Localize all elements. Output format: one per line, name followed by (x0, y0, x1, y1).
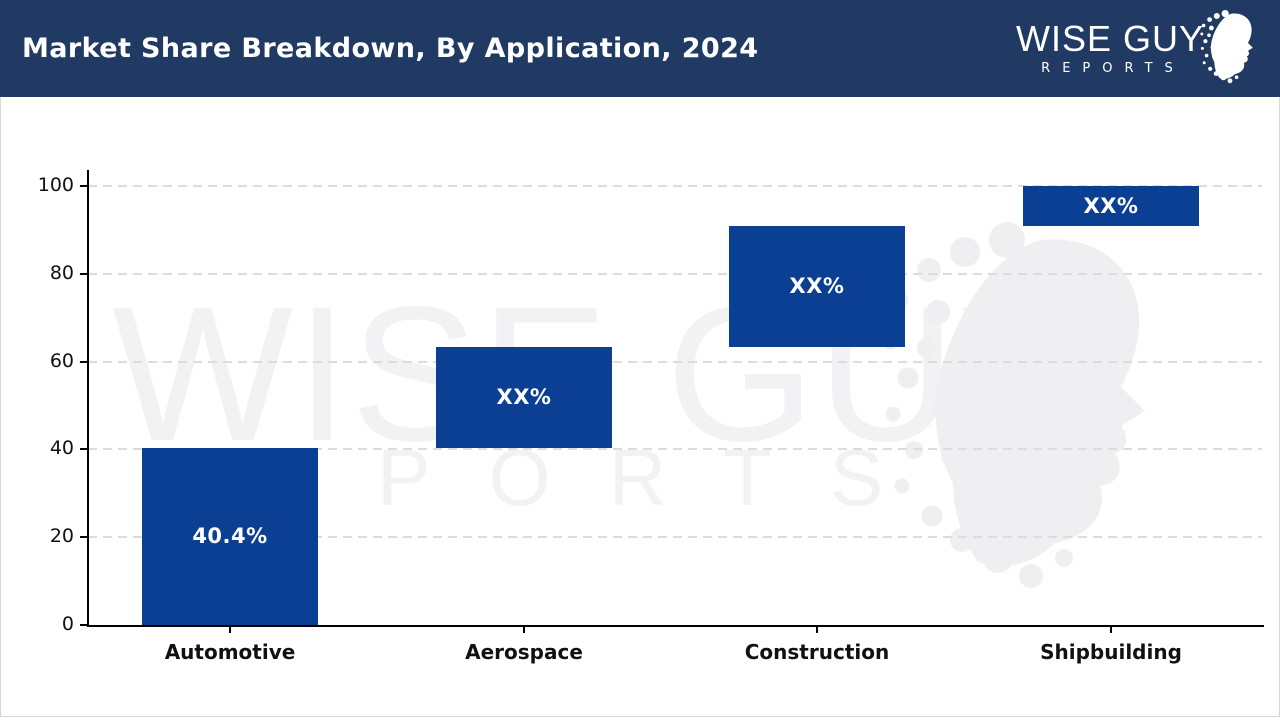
brand-subtitle: REPORTS (1041, 61, 1185, 76)
dotted-head-logo-icon (1196, 10, 1258, 88)
y-tick-label: 100 (37, 174, 74, 196)
x-category-label: Aerospace (465, 640, 583, 664)
x-category-label: Shipbuilding (1040, 640, 1182, 664)
header-bar: Market Share Breakdown, By Application, … (0, 0, 1280, 97)
y-axis-line (87, 170, 89, 627)
bar-value-label: 40.4% (192, 524, 268, 549)
y-tick-mark (80, 185, 87, 187)
y-tick-label: 80 (49, 261, 74, 284)
x-tick-mark (1110, 627, 1112, 633)
y-tick-label: 0 (61, 613, 74, 635)
bar-aerospace: XX% (436, 346, 612, 448)
brand-name: WISE GUY (1015, 18, 1204, 59)
gridline (88, 536, 1262, 539)
bar-value-label: XX% (789, 274, 845, 299)
y-tick-mark (80, 448, 87, 451)
y-tick-label: 40 (49, 437, 74, 460)
y-tick-label: 20 (49, 525, 74, 548)
gridline (88, 272, 1262, 275)
watermark-head-icon (866, 222, 1166, 612)
bar-shipbuilding: XX% (1023, 186, 1199, 226)
x-tick-mark (229, 627, 231, 633)
x-tick-mark (816, 627, 818, 633)
x-category-label: Construction (744, 640, 890, 664)
brand-wordmark: WISE GUY REPORTS (1015, 18, 1204, 77)
y-tick-mark (80, 536, 87, 539)
y-tick-label: 60 (49, 349, 74, 372)
chart-title: Market Share Breakdown, By Application, … (22, 33, 759, 64)
y-tick-mark (80, 360, 87, 363)
bar-value-label: XX% (1083, 193, 1139, 218)
gridline (88, 360, 1262, 363)
x-axis-line (87, 625, 1264, 627)
bar-value-label: XX% (496, 385, 552, 410)
brand-logo: WISE GUY REPORTS (1016, 10, 1258, 88)
x-category-label: Automotive (164, 640, 296, 664)
gridline (88, 448, 1262, 451)
bar-automotive: 40.4% (142, 447, 318, 625)
bar-construction: XX% (729, 225, 905, 347)
gridline (88, 185, 1262, 187)
y-tick-mark (80, 624, 87, 626)
x-tick-mark (523, 627, 525, 633)
y-tick-mark (80, 272, 87, 275)
